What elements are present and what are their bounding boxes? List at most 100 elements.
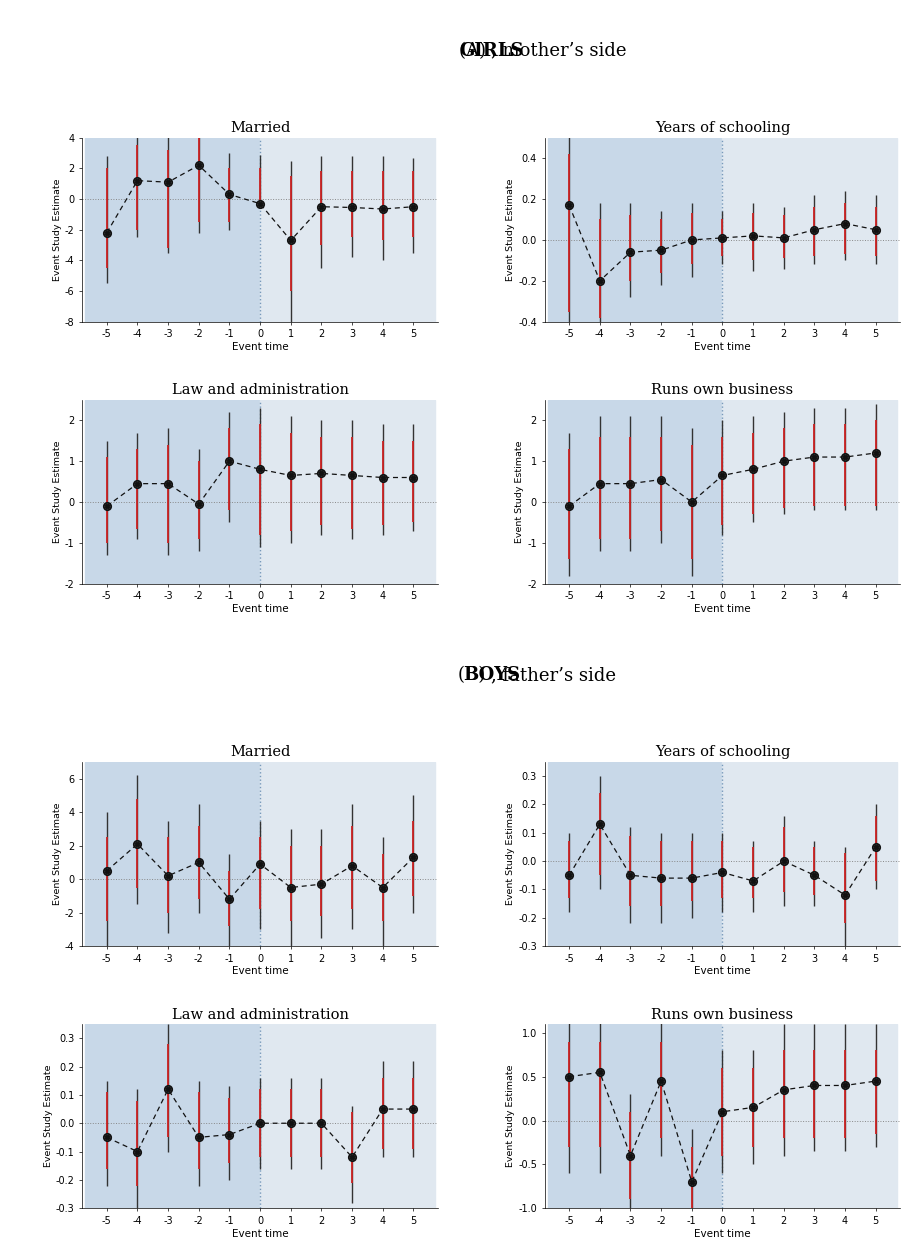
Title: Law and administration: Law and administration bbox=[172, 1008, 348, 1022]
Point bbox=[406, 197, 420, 217]
Point bbox=[345, 198, 359, 218]
Point bbox=[807, 1075, 822, 1096]
Point bbox=[685, 230, 699, 250]
Point bbox=[314, 463, 329, 483]
X-axis label: Event time: Event time bbox=[694, 967, 750, 977]
Point bbox=[100, 496, 114, 516]
Point bbox=[253, 194, 268, 214]
Point bbox=[777, 451, 792, 471]
Point bbox=[562, 496, 577, 516]
Point bbox=[746, 1097, 760, 1117]
Point bbox=[100, 861, 114, 881]
Point bbox=[283, 466, 298, 486]
Point bbox=[654, 240, 668, 260]
Point bbox=[868, 443, 883, 463]
Point bbox=[807, 219, 822, 239]
Point bbox=[654, 1070, 668, 1090]
Point bbox=[191, 1127, 206, 1147]
Point bbox=[592, 1062, 607, 1082]
Point bbox=[838, 885, 853, 905]
Point bbox=[807, 1075, 822, 1096]
Text: GIRLS: GIRLS bbox=[459, 41, 524, 60]
Point bbox=[222, 889, 237, 909]
Bar bbox=[85, 1024, 260, 1208]
Point bbox=[222, 1124, 237, 1144]
Y-axis label: Event Study Estimate: Event Study Estimate bbox=[506, 803, 515, 905]
Point bbox=[592, 814, 607, 834]
Point bbox=[592, 1062, 607, 1082]
Point bbox=[406, 848, 420, 868]
Point bbox=[654, 1070, 668, 1090]
Point bbox=[376, 199, 390, 219]
X-axis label: Event time: Event time bbox=[694, 605, 750, 615]
X-axis label: Event time: Event time bbox=[232, 1228, 289, 1238]
Point bbox=[868, 836, 883, 856]
Point bbox=[376, 467, 390, 487]
Bar bbox=[547, 138, 722, 322]
Point bbox=[623, 865, 638, 885]
Point bbox=[406, 1099, 420, 1119]
Point bbox=[161, 866, 175, 886]
Bar bbox=[260, 138, 435, 322]
Point bbox=[314, 874, 329, 894]
X-axis label: Event time: Event time bbox=[694, 1228, 750, 1238]
Point bbox=[592, 270, 607, 290]
Point bbox=[314, 874, 329, 894]
Point bbox=[807, 219, 822, 239]
Point bbox=[746, 225, 760, 245]
Point bbox=[685, 492, 699, 512]
Point bbox=[654, 868, 668, 888]
Point bbox=[253, 1113, 268, 1133]
Point bbox=[562, 1067, 577, 1087]
Point bbox=[715, 228, 729, 248]
Text: , mother’s side: , mother’s side bbox=[492, 41, 627, 60]
Point bbox=[838, 214, 853, 234]
Point bbox=[130, 834, 144, 854]
Point bbox=[130, 834, 144, 854]
Point bbox=[314, 1113, 329, 1133]
Point bbox=[654, 240, 668, 260]
Point bbox=[562, 1067, 577, 1087]
Point bbox=[838, 214, 853, 234]
Point bbox=[376, 878, 390, 898]
Point bbox=[283, 466, 298, 486]
Point bbox=[253, 194, 268, 214]
Point bbox=[130, 170, 144, 190]
Point bbox=[376, 1099, 390, 1119]
Point bbox=[100, 1127, 114, 1147]
Point bbox=[777, 228, 792, 248]
Point bbox=[746, 871, 760, 891]
Point bbox=[283, 878, 298, 898]
X-axis label: Event time: Event time bbox=[232, 967, 289, 977]
Point bbox=[222, 451, 237, 471]
Point bbox=[222, 184, 237, 204]
Bar bbox=[260, 399, 435, 583]
Bar bbox=[260, 762, 435, 947]
Point bbox=[654, 470, 668, 490]
Bar bbox=[547, 399, 722, 583]
Point bbox=[253, 1113, 268, 1133]
Point bbox=[222, 889, 237, 909]
Point bbox=[592, 270, 607, 290]
Point bbox=[715, 1102, 729, 1122]
Bar bbox=[722, 138, 898, 322]
Point bbox=[376, 1099, 390, 1119]
Point bbox=[314, 1113, 329, 1133]
Point bbox=[161, 1079, 175, 1099]
Bar bbox=[85, 762, 260, 947]
Point bbox=[777, 851, 792, 871]
Bar bbox=[85, 138, 260, 322]
Point bbox=[685, 1172, 699, 1192]
Point bbox=[562, 195, 577, 215]
Point bbox=[746, 1097, 760, 1117]
Bar bbox=[722, 399, 898, 583]
X-axis label: Event time: Event time bbox=[694, 342, 750, 352]
Point bbox=[100, 861, 114, 881]
Point bbox=[777, 1079, 792, 1099]
Title: Years of schooling: Years of schooling bbox=[654, 121, 790, 135]
Point bbox=[253, 854, 268, 874]
Point bbox=[345, 1147, 359, 1167]
Point bbox=[562, 496, 577, 516]
Point bbox=[314, 197, 329, 217]
Bar bbox=[547, 762, 722, 947]
